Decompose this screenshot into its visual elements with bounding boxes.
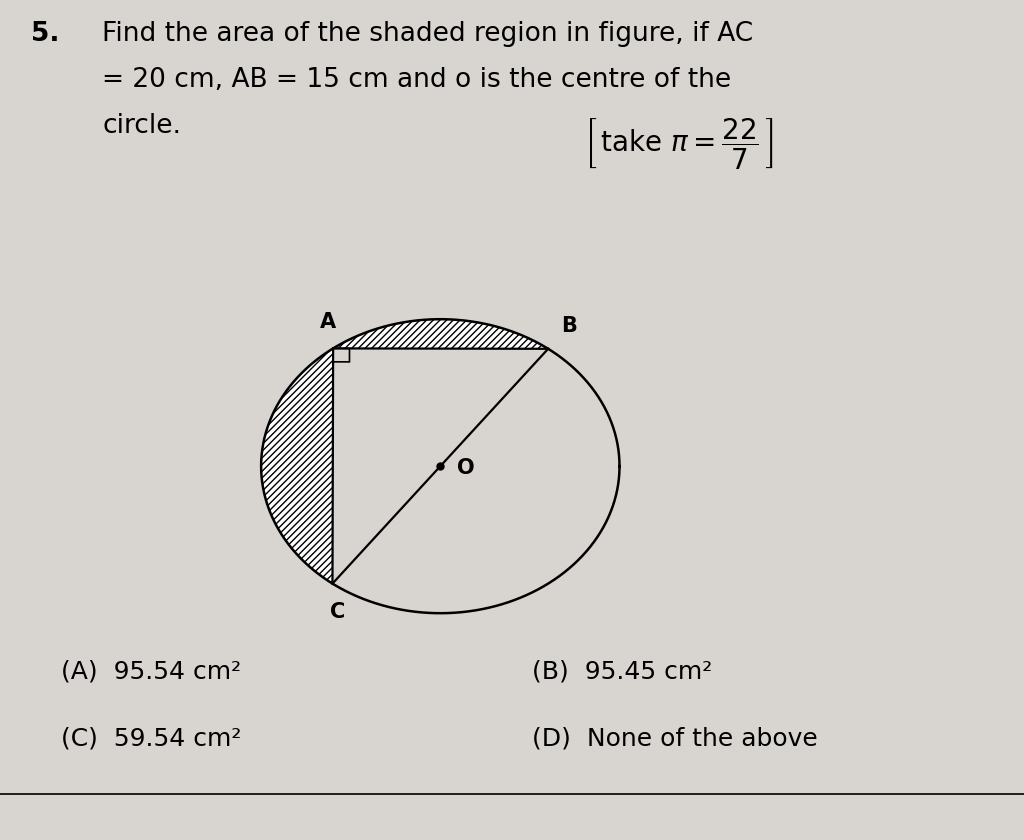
Text: circle.: circle. xyxy=(102,113,181,139)
Text: 5.: 5. xyxy=(31,21,59,47)
Text: (D)  None of the above: (D) None of the above xyxy=(532,727,818,751)
Text: $\left[\,\mathrm{take}\ \pi = \dfrac{22}{7}\,\right]$: $\left[\,\mathrm{take}\ \pi = \dfrac{22}… xyxy=(584,116,773,171)
Text: (B)  95.45 cm²: (B) 95.45 cm² xyxy=(532,659,713,684)
Text: = 20 cm, AB = 15 cm and o is the centre of the: = 20 cm, AB = 15 cm and o is the centre … xyxy=(102,67,731,93)
Text: B: B xyxy=(561,316,577,336)
Text: Find the area of the shaded region in figure, if AC: Find the area of the shaded region in fi… xyxy=(102,21,754,47)
Text: O: O xyxy=(457,458,475,478)
Polygon shape xyxy=(333,319,548,349)
Text: (C)  59.54 cm²: (C) 59.54 cm² xyxy=(61,727,242,751)
Text: A: A xyxy=(319,312,336,332)
Text: C: C xyxy=(330,602,345,622)
Polygon shape xyxy=(261,349,333,584)
Text: (A)  95.54 cm²: (A) 95.54 cm² xyxy=(61,659,242,684)
